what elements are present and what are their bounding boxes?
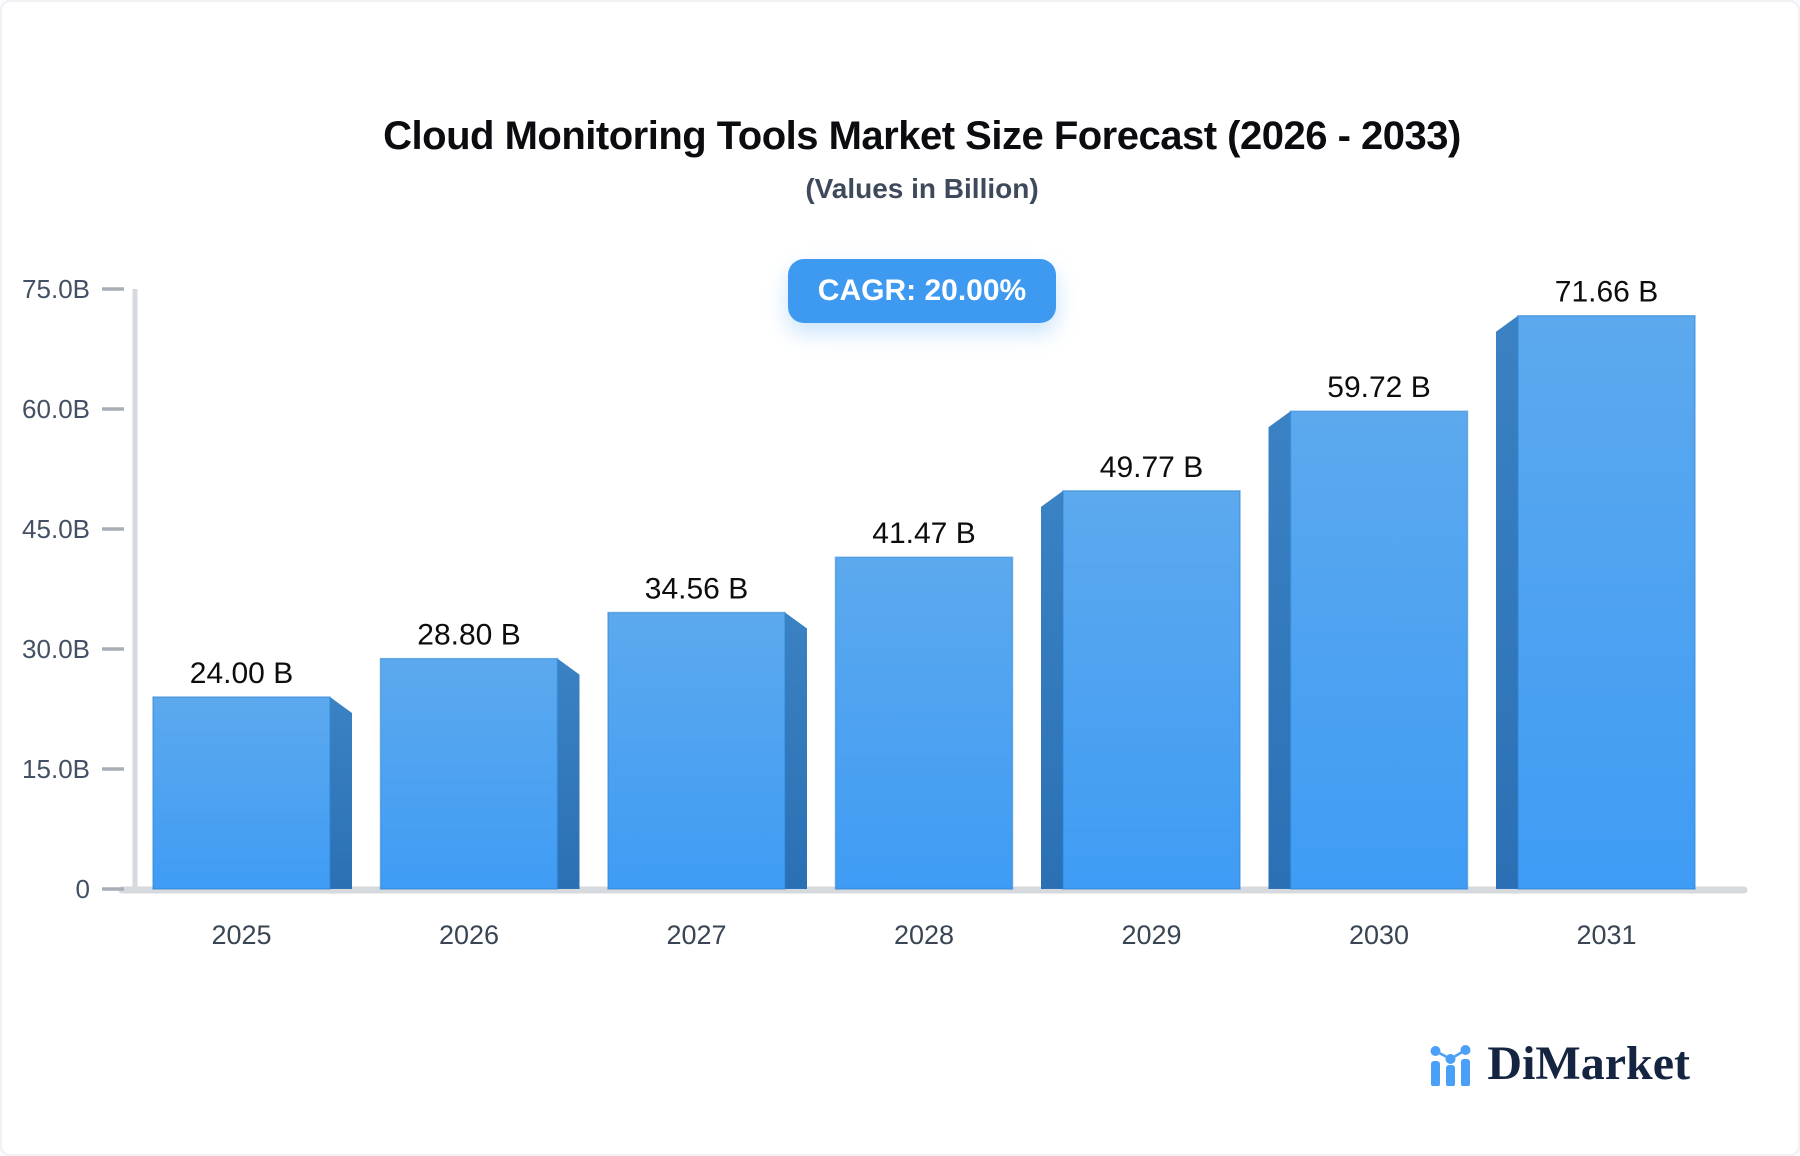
bar-value-label: 71.66 B	[1555, 276, 1658, 309]
bar-front-face	[1289, 410, 1469, 890]
bar-2029	[1041, 490, 1241, 890]
cagr-badge: CAGR: 20.00%	[787, 259, 1057, 323]
brand-icon-bar	[1461, 1059, 1471, 1086]
bar-front-face	[379, 657, 559, 890]
x-axis-year-label: 2026	[439, 920, 499, 950]
bar-front-face	[1517, 314, 1696, 890]
y-tick-label: 30.0B	[22, 634, 90, 664]
bar-2025	[152, 696, 352, 890]
bar-side-face	[557, 658, 580, 889]
bar-value-label: 59.72 B	[1327, 371, 1430, 404]
y-tick-label: 45.0B	[22, 514, 90, 544]
bar-value-label: 41.47 B	[872, 517, 975, 550]
bar-side-face	[785, 612, 807, 889]
brand-icon-dot	[1460, 1045, 1471, 1055]
x-axis-year-label: 2025	[211, 920, 271, 950]
y-tick-label: 60.0B	[22, 394, 90, 424]
bar-front-face	[152, 696, 331, 890]
brand-chart-icon	[1430, 1045, 1471, 1086]
bar-value-label: 28.80 B	[417, 619, 520, 652]
x-axis-year-label: 2031	[1576, 920, 1636, 950]
brand-icon-bar	[1446, 1065, 1456, 1086]
x-axis-year-label: 2029	[1121, 920, 1181, 950]
bar-front-face	[1062, 490, 1241, 890]
bar-2031	[1496, 314, 1696, 890]
bar-value-label: 49.77 B	[1100, 451, 1203, 484]
y-tick-label: 15.0B	[22, 754, 90, 784]
x-axis-year-label: 2027	[666, 920, 726, 950]
brand-icon-dot	[1430, 1046, 1441, 1056]
y-tick-label: 0	[76, 874, 90, 904]
bar-value-label: 24.00 B	[190, 657, 293, 690]
bar-2030	[1268, 410, 1469, 890]
bar-side-face	[1041, 490, 1063, 889]
y-tick-label: 75.0B	[22, 274, 90, 304]
bar-side-face	[330, 697, 352, 889]
bar-front-face	[834, 556, 1014, 890]
brand-logo-text: DiMarket	[1487, 1037, 1690, 1090]
x-axis-year-label: 2028	[894, 920, 954, 950]
chart-header: Cloud Monitoring Tools Market Size Forec…	[46, 112, 1798, 323]
chart-subtitle: (Values in Billion)	[805, 173, 1039, 204]
bar-2026	[379, 657, 580, 890]
bar-front-face	[607, 611, 786, 890]
bar-2027	[607, 611, 807, 890]
brand-icon-bar	[1431, 1061, 1441, 1086]
bar-value-label: 34.56 B	[645, 573, 748, 606]
x-axis-year-label: 2030	[1349, 920, 1409, 950]
bar-2028	[834, 556, 1014, 890]
bar-side-face	[1496, 315, 1518, 890]
brand-icon-dot	[1445, 1054, 1456, 1064]
brand-logo: DiMarket	[1430, 1040, 1690, 1088]
bar-side-face	[1268, 411, 1291, 889]
chart-title: Cloud Monitoring Tools Market Size Forec…	[383, 114, 1461, 158]
